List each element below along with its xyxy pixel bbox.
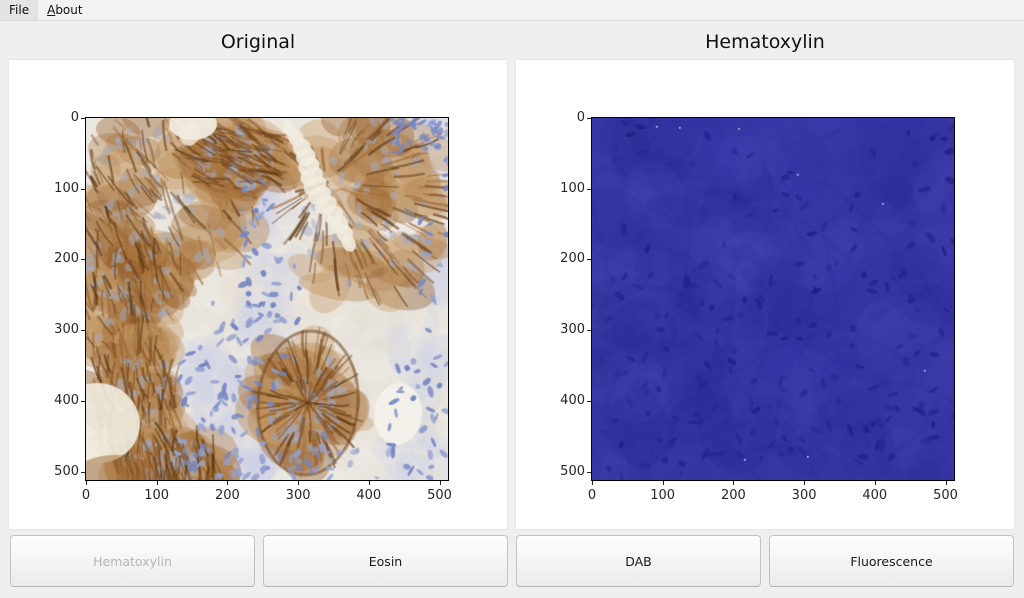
y-tick-mark — [81, 330, 85, 332]
hematoxylin-figure: 0 0 100 100 200 200 300 300 400 400 500 500 — [516, 60, 1014, 529]
x-tick-label: 300 — [285, 488, 311, 503]
y-tick-label: 500 — [54, 463, 79, 479]
y-tick-label: 500 — [560, 463, 585, 479]
y-tick-mark — [81, 188, 85, 190]
dab-button[interactable]: DAB — [516, 535, 761, 587]
x-tick-mark — [662, 481, 664, 485]
x-tick-label: 0 — [587, 488, 597, 503]
x-tick-label: 200 — [214, 488, 240, 503]
y-tick-label: 400 — [54, 392, 79, 408]
y-tick-label: 200 — [560, 251, 585, 267]
y-tick-mark — [587, 400, 591, 402]
x-tick-label: 500 — [933, 488, 958, 503]
hematoxylin-channel-image — [592, 118, 954, 480]
y-tick-mark — [587, 118, 591, 119]
x-tick-label: 100 — [650, 488, 676, 503]
y-tick-mark — [81, 400, 85, 402]
x-tick-mark — [439, 481, 441, 485]
y-tick-mark — [81, 471, 85, 473]
y-tick-mark — [587, 188, 591, 190]
x-tick-mark — [945, 481, 947, 485]
y-tick-label: 300 — [54, 322, 79, 338]
y-tick-mark — [587, 330, 591, 332]
eosin-button[interactable]: Eosin — [263, 535, 508, 587]
hematoxylin-panel: 0 0 100 100 200 200 300 300 400 400 500 500 — [515, 59, 1015, 530]
x-tick-label: 200 — [720, 488, 746, 503]
y-tick-label: 0 — [70, 110, 79, 125]
x-tick-label: 300 — [791, 488, 817, 503]
x-tick-mark — [156, 481, 158, 485]
x-tick-label: 0 — [81, 488, 91, 503]
original-panel: 0 0 100 100 200 200 300 300 400 400 500 500 — [8, 59, 508, 530]
x-tick-label: 500 — [427, 488, 452, 503]
y-tick-label: 0 — [576, 110, 585, 125]
y-tick-label: 100 — [54, 180, 79, 196]
menu-about[interactable]: About — [38, 0, 92, 20]
original-plot-area — [85, 117, 449, 481]
original-histology-image — [86, 118, 448, 480]
x-tick-mark — [804, 481, 806, 485]
menu-about-accel: A — [47, 3, 56, 17]
x-tick-mark — [368, 481, 370, 485]
panel-title-original: Original — [220, 31, 296, 53]
y-tick-mark — [81, 259, 85, 261]
x-tick-label: 400 — [862, 488, 888, 503]
hematoxylin-button[interactable]: Hematoxylin — [10, 535, 255, 587]
y-tick-label: 100 — [560, 180, 585, 196]
x-tick-label: 100 — [144, 488, 170, 503]
y-tick-mark — [587, 259, 591, 261]
menu-file[interactable]: File — [0, 0, 39, 20]
x-tick-mark — [227, 481, 229, 485]
panel-title-hematoxylin: Hematoxylin — [705, 31, 825, 53]
x-tick-mark — [298, 481, 300, 485]
y-tick-label: 300 — [560, 322, 585, 338]
x-tick-label: 400 — [356, 488, 382, 503]
x-tick-mark — [733, 481, 735, 485]
x-tick-mark — [874, 481, 876, 485]
menu-about-rest: bout — [55, 3, 83, 17]
button-bar: Hematoxylin Eosin DAB Fluorescence — [0, 535, 1024, 587]
menubar: File About — [0, 0, 1024, 21]
x-tick-mark — [592, 481, 593, 485]
hematoxylin-plot-area — [591, 117, 955, 481]
x-tick-mark — [86, 481, 87, 485]
y-tick-label: 400 — [560, 392, 585, 408]
y-tick-label: 200 — [54, 251, 79, 267]
original-figure: 0 0 100 100 200 200 300 300 400 400 500 500 — [9, 60, 507, 529]
y-tick-mark — [587, 471, 591, 473]
fluorescence-button[interactable]: Fluorescence — [769, 535, 1014, 587]
y-tick-mark — [81, 118, 85, 119]
